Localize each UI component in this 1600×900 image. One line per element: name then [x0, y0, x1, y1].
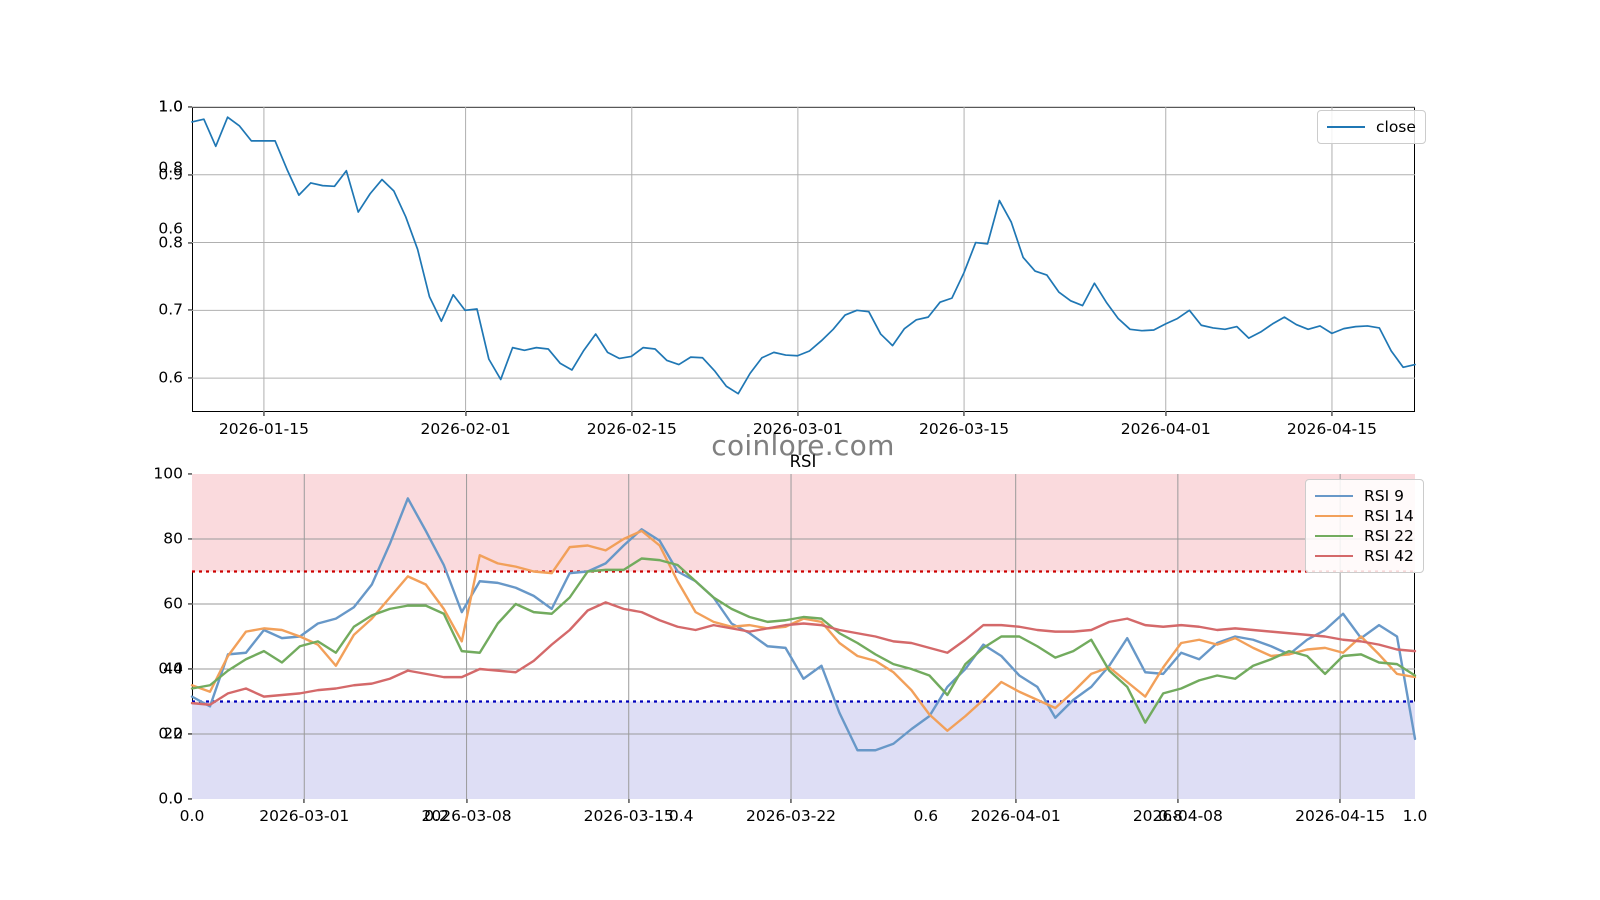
rsi-y-tick-label: 100	[153, 464, 183, 483]
price-x-tick-mark	[1165, 412, 1167, 416]
rsi-x-tick-label: 2026-04-01	[970, 807, 1061, 825]
price-legend-entry[interactable]: close	[1327, 117, 1416, 137]
price-x-tick-label: 2026-03-15	[919, 420, 1010, 438]
rsi-x-tick-label: 2026-03-15	[583, 807, 674, 825]
rsi-x-tick-label: 2026-03-01	[259, 807, 350, 825]
rsi-legend-label: RSI 42	[1364, 547, 1414, 565]
rsi-plot-canvas	[192, 474, 1415, 799]
rsi-overlay-x-tick-label: 1.0	[1402, 807, 1428, 825]
price-y-tick-label: 1.0	[158, 97, 183, 116]
rsi-overlay-x-tick-label: 0.8	[1158, 807, 1183, 825]
price-x-tick-label: 2026-02-01	[420, 420, 511, 438]
price-y-tick-mark	[188, 106, 192, 108]
rsi-x-tick-mark	[1015, 799, 1017, 803]
price-legend-label: close	[1376, 118, 1416, 136]
price-y-tick-mark	[188, 242, 192, 244]
price-x-tick-mark	[1331, 412, 1333, 416]
rsi-y-tick-mark	[188, 473, 192, 475]
price-y-tick-label: 0.9	[158, 165, 183, 184]
watermark-text: coinlore.com	[711, 429, 895, 462]
price-x-tick-mark	[963, 412, 965, 416]
price-y-tick-mark	[188, 309, 192, 311]
rsi-overlay-y-tick-label: 0.0	[158, 789, 183, 808]
rsi-legend-label: RSI 9	[1364, 487, 1404, 505]
price-x-tick-label: 2026-03-01	[752, 420, 843, 438]
rsi-x-tick-label: 2026-04-15	[1295, 807, 1386, 825]
price-x-tick-mark	[465, 412, 467, 416]
rsi-legend-entry[interactable]: RSI 9	[1315, 486, 1414, 506]
rsi-x-tick-label: 2026-03-22	[745, 807, 837, 825]
price-x-tick-label: 2026-04-01	[1120, 420, 1211, 438]
price-y-tick-mark	[188, 174, 192, 176]
price-plot-canvas	[192, 107, 1415, 412]
rsi-legend-label: RSI 14	[1364, 507, 1414, 525]
rsi-x-tick-mark	[466, 799, 468, 803]
rsi-legend-entry[interactable]: RSI 14	[1315, 506, 1414, 526]
legend-line-swatch-icon	[1315, 515, 1353, 517]
price-overlay-y-tick-label: 0.6	[158, 219, 183, 238]
rsi-x-tick-label: 2026-04-08	[1132, 807, 1223, 825]
price-x-tick-label: 2026-01-15	[218, 420, 309, 438]
price-overlay-y-tick-label: 0.8	[158, 158, 183, 177]
rsi-y-tick-mark	[188, 603, 192, 605]
legend-line-swatch-icon	[1327, 126, 1365, 128]
rsi-overlay-x-tick-label: 0.6	[913, 807, 939, 825]
rsi-x-tick-mark	[628, 799, 630, 803]
price-x-tick-mark	[797, 412, 799, 416]
rsi-y-tick-label: 40	[163, 659, 183, 678]
rsi-overlay-y-tick-label: 0.2	[158, 724, 183, 743]
price-y-tick-label: 0.6	[158, 368, 183, 387]
rsi-legend-entry[interactable]: RSI 42	[1315, 546, 1414, 566]
rsi-x-tick-mark	[1339, 799, 1341, 803]
rsi-overlay-x-tick-label: 0.4	[668, 807, 694, 825]
rsi-y-tick-label: 0	[173, 789, 183, 808]
rsi-overlay-y-tick-label: 0.4	[158, 659, 183, 678]
rsi-y-tick-label: 60	[163, 594, 183, 613]
price-y-tick-mark	[188, 377, 192, 379]
price-x-tick-mark	[631, 412, 633, 416]
legend-line-swatch-icon	[1315, 535, 1353, 537]
price-y-tick-label: 0.7	[158, 300, 183, 319]
price-y-tick-label: 0.8	[158, 232, 183, 251]
price-overlay-y-tick-label: 1.0	[158, 97, 183, 116]
rsi-overlay-y-tick-mark	[188, 798, 192, 800]
rsi-y-tick-label: 80	[163, 529, 183, 548]
rsi-legend[interactable]: RSI 9 RSI 14 RSI 22 RSI 42	[1305, 479, 1424, 573]
price-chart-panel	[192, 107, 1415, 412]
rsi-y-tick-label: 20	[163, 724, 183, 743]
rsi-x-tick-mark	[1177, 799, 1179, 803]
rsi-x-tick-mark	[790, 799, 792, 803]
price-plot-frame	[192, 107, 1415, 412]
rsi-overlay-x-tick-label: 0.2	[424, 807, 449, 825]
legend-line-swatch-icon	[1315, 495, 1353, 497]
rsi-x-tick-mark	[303, 799, 305, 803]
rsi-legend-entry[interactable]: RSI 22	[1315, 526, 1414, 546]
rsi-panel-title: RSI	[789, 452, 817, 471]
rsi-x-tick-label: 2026-03-08	[421, 807, 512, 825]
rsi-y-tick-mark	[188, 538, 192, 540]
price-legend[interactable]: close	[1317, 110, 1426, 144]
rsi-overlay-x-tick-label: 0.0	[179, 807, 205, 825]
rsi-chart-panel	[192, 474, 1415, 799]
price-x-tick-label: 2026-02-15	[586, 420, 677, 438]
legend-line-swatch-icon	[1315, 555, 1353, 557]
price-x-tick-label: 2026-04-15	[1286, 420, 1377, 438]
rsi-legend-label: RSI 22	[1364, 527, 1414, 545]
price-x-tick-mark	[263, 412, 265, 416]
rsi-overlay-y-tick-mark	[188, 733, 192, 735]
rsi-overlay-y-tick-mark	[188, 668, 192, 670]
